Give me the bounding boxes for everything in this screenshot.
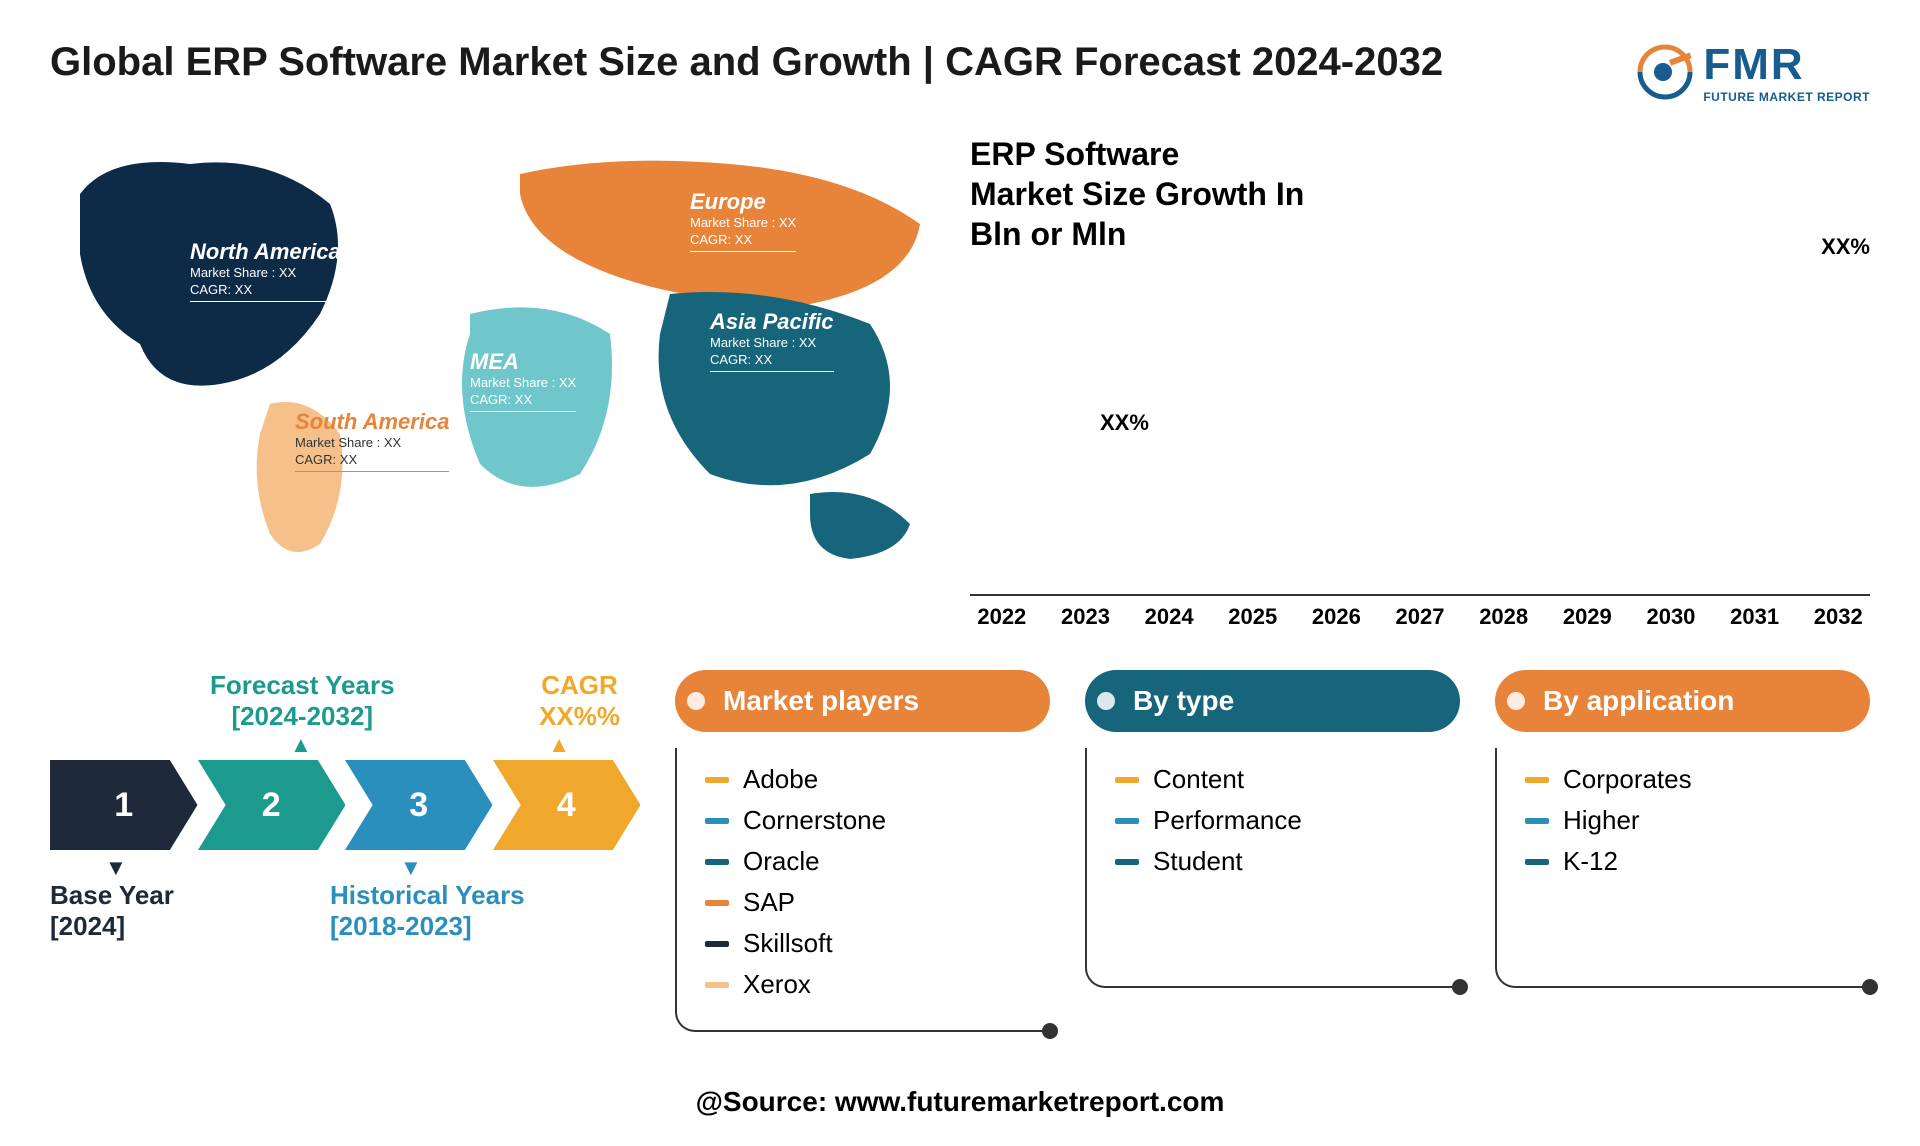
chevron-down-icon: ▼ [400, 855, 422, 881]
market-players-pill: Market players [675, 670, 1050, 732]
by-type-pill: By type [1085, 670, 1460, 732]
bottom-row: Forecast Years [2024-2032] ▲ CAGR XX%% ▲… [50, 670, 1870, 1032]
list-item-label: Oracle [743, 846, 820, 877]
bar-year-label: 2031 [1723, 604, 1787, 630]
list-item-label: Cornerstone [743, 805, 886, 836]
list-item-label: Content [1153, 764, 1244, 795]
list-item-label: Corporates [1563, 764, 1692, 795]
bar-year-label: 2024 [1137, 604, 1201, 630]
list-item: SAP [705, 887, 1050, 918]
forecast-label: Forecast Years [2024-2032] [210, 670, 395, 732]
by-application-section: By application Corporates Higher K-12 [1495, 670, 1870, 988]
list-item: Student [1115, 846, 1460, 877]
chart-title: ERP Software Market Size Growth In Bln o… [970, 134, 1870, 254]
list-item: Content [1115, 764, 1460, 795]
list-item-label: Student [1153, 846, 1243, 877]
list-item-label: Adobe [743, 764, 818, 795]
bar-year-label: 2026 [1305, 604, 1369, 630]
timeline: Forecast Years [2024-2032] ▲ CAGR XX%% ▲… [50, 670, 640, 850]
logo-subtext: FUTURE MARKET REPORT [1703, 90, 1870, 104]
list-item-label: Xerox [743, 969, 811, 1000]
main-row: North America Market Share : XX CAGR: XX… [50, 134, 1870, 630]
bar-year-label: 2032 [1806, 604, 1870, 630]
bar-year-label: 2023 [1054, 604, 1118, 630]
list-item-label: Skillsoft [743, 928, 833, 959]
by-application-list: Corporates Higher K-12 [1495, 748, 1870, 988]
source-text: @Source: www.futuremarketreport.com [696, 1086, 1225, 1118]
by-type-list: Content Performance Student [1085, 748, 1460, 988]
region-eu: Europe Market Share : XX CAGR: XX [690, 189, 796, 252]
tick-icon [1115, 777, 1139, 783]
timeline-step: 2 [198, 760, 346, 850]
list-item: Performance [1115, 805, 1460, 836]
timeline-step: 4 [493, 760, 641, 850]
base-label: Base Year [2024] [50, 880, 174, 942]
first-annot: XX% [1100, 410, 1149, 436]
list-item: Higher [1525, 805, 1870, 836]
chevron-down-icon: ▼ [105, 855, 127, 881]
by-application-pill: By application [1495, 670, 1870, 732]
list-item: Oracle [705, 846, 1050, 877]
chevron-up-icon: ▲ [290, 732, 312, 758]
list-item: Cornerstone [705, 805, 1050, 836]
tick-icon [1525, 818, 1549, 824]
tick-icon [705, 982, 729, 988]
bars-container: XX% XX% [970, 274, 1870, 594]
cagr-label: CAGR XX%% [539, 670, 620, 732]
tick-icon [705, 941, 729, 947]
logo: FMR FUTURE MARKET REPORT [1635, 40, 1870, 104]
timeline-step: 1 [50, 760, 198, 850]
telescope-icon [1635, 42, 1695, 102]
world-map: North America Market Share : XX CAGR: XX… [50, 134, 930, 564]
region-na: North America Market Share : XX CAGR: XX [190, 239, 341, 302]
list-item: K-12 [1525, 846, 1870, 877]
bar-labels: 2022 2023 2024 2025 2026 2027 2028 2029 2030 2031… [970, 594, 1870, 630]
list-item: Corporates [1525, 764, 1870, 795]
dot-icon [687, 692, 705, 710]
dot-icon [1097, 692, 1115, 710]
tick-icon [1525, 859, 1549, 865]
list-item-label: Higher [1563, 805, 1640, 836]
list-item: Xerox [705, 969, 1050, 1000]
tick-icon [1525, 777, 1549, 783]
bar-year-label: 2030 [1639, 604, 1703, 630]
logo-text: FMR [1703, 40, 1870, 90]
tick-icon [705, 900, 729, 906]
region-mea: MEA Market Share : XX CAGR: XX [470, 349, 576, 412]
bar-year-label: 2022 [970, 604, 1034, 630]
list-item: Adobe [705, 764, 1050, 795]
list-item-label: Performance [1153, 805, 1302, 836]
dot-icon [1507, 692, 1525, 710]
market-players-section: Market players Adobe Cornerstone Oracle SAP… [675, 670, 1050, 1032]
bar-year-label: 2025 [1221, 604, 1285, 630]
market-players-list: Adobe Cornerstone Oracle SAP Skillsoft Xerox [675, 748, 1050, 1032]
bar-chart: ERP Software Market Size Growth In Bln o… [970, 134, 1870, 630]
last-annot: XX% [1821, 234, 1870, 260]
header: Global ERP Software Market Size and Grow… [50, 40, 1870, 104]
list-item: Skillsoft [705, 928, 1050, 959]
by-type-section: By type Content Performance Student [1085, 670, 1460, 988]
tick-icon [705, 777, 729, 783]
chevron-steps: 1234 [50, 760, 640, 850]
tick-icon [705, 859, 729, 865]
region-sa: South America Market Share : XX CAGR: XX [295, 409, 449, 472]
region-ap: Asia Pacific Market Share : XX CAGR: XX [710, 309, 834, 372]
tick-icon [705, 818, 729, 824]
bar-year-label: 2028 [1472, 604, 1536, 630]
hist-label: Historical Years [2018-2023] [330, 880, 525, 942]
chevron-up-icon: ▲ [548, 732, 570, 758]
list-item-label: SAP [743, 887, 795, 918]
tick-icon [1115, 818, 1139, 824]
list-item-label: K-12 [1563, 846, 1618, 877]
bar-year-label: 2029 [1555, 604, 1619, 630]
page-title: Global ERP Software Market Size and Grow… [50, 40, 1443, 85]
timeline-step: 3 [345, 760, 493, 850]
tick-icon [1115, 859, 1139, 865]
bar-year-label: 2027 [1388, 604, 1452, 630]
